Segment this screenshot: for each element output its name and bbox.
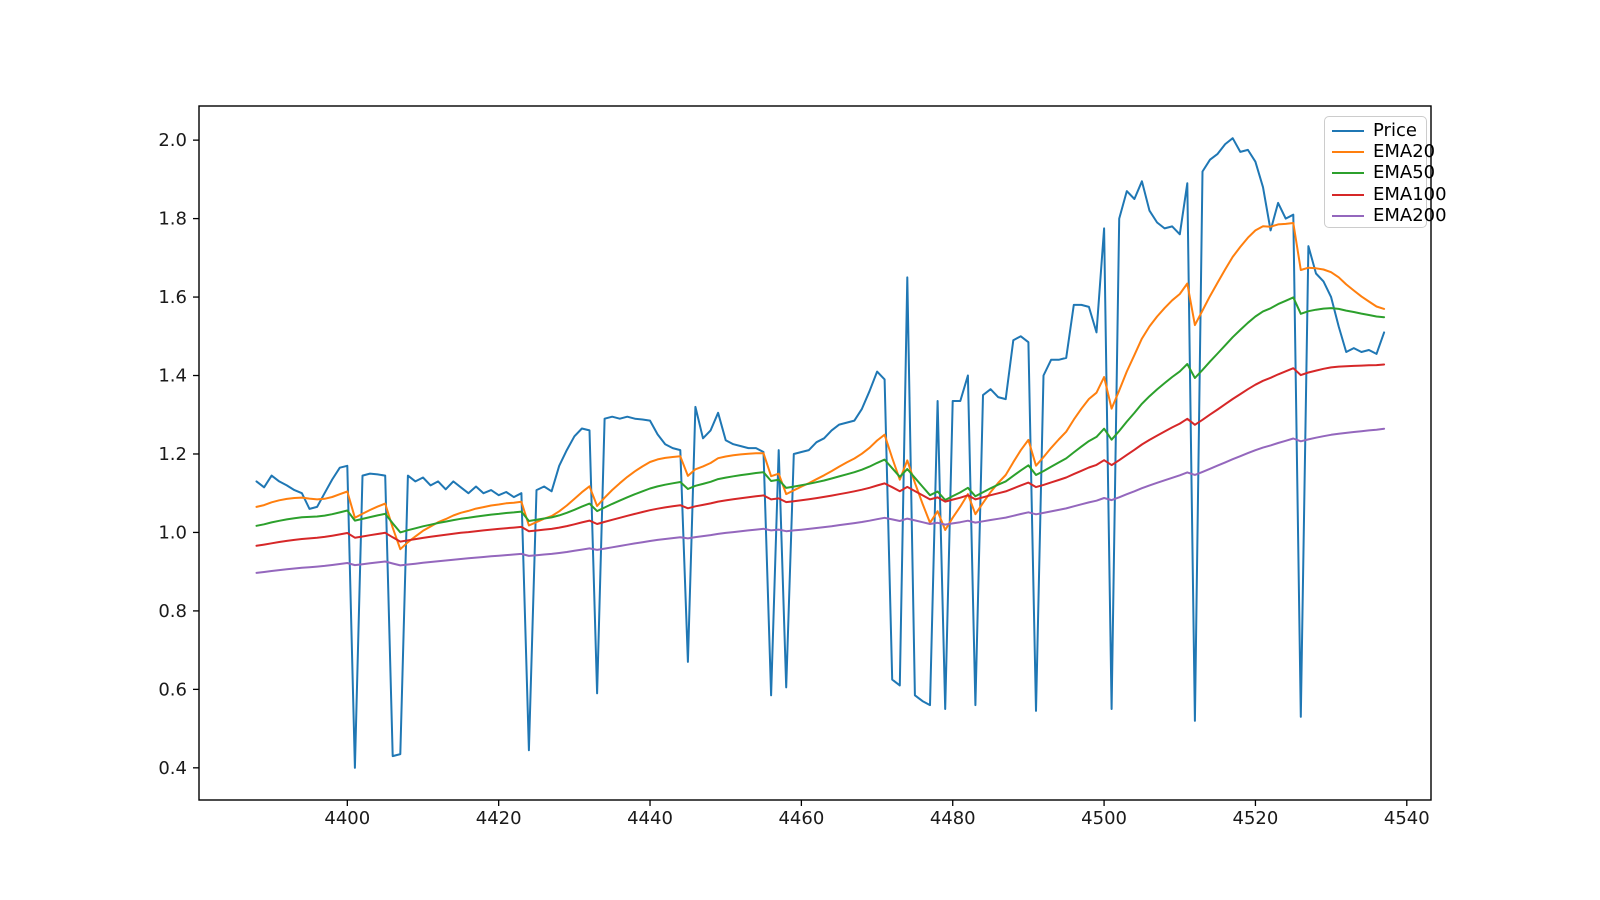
legend-item-label: EMA100 xyxy=(1373,183,1447,205)
legend-item-label: EMA50 xyxy=(1373,162,1436,184)
legend-line-sample-icon xyxy=(1332,215,1364,218)
y-tick-label: 1.4 xyxy=(158,366,187,387)
series-line-ema100 xyxy=(255,363,1386,547)
y-tick-label: 1.0 xyxy=(158,522,187,543)
y-tick-label: 1.6 xyxy=(158,287,187,308)
legend-item-ema20: EMA20 xyxy=(1332,141,1435,162)
legend-line-sample-icon xyxy=(1332,151,1364,154)
legend-line-sample-icon xyxy=(1332,193,1364,196)
y-tick-label: 1.8 xyxy=(158,209,187,230)
y-tick-label: 2.0 xyxy=(158,130,187,151)
legend-line-sample-icon xyxy=(1332,129,1364,132)
legend: Price EMA20 EMA50 EMA100 EMA200 xyxy=(1324,116,1447,228)
x-tick-label: 4420 xyxy=(476,808,522,829)
legend-item-label: Price xyxy=(1373,119,1417,141)
x-tick-label: 4540 xyxy=(1384,808,1430,829)
series-line-ema200 xyxy=(255,427,1386,574)
x-tick-label: 4480 xyxy=(930,808,976,829)
legend-line-sample-icon xyxy=(1332,172,1364,175)
legend-item-label: EMA20 xyxy=(1373,141,1436,163)
legend-item-label: EMA200 xyxy=(1373,205,1447,227)
series-line-price xyxy=(255,137,1386,769)
y-tick-label: 0.6 xyxy=(158,679,187,700)
legend-item-ema50: EMA50 xyxy=(1332,163,1435,184)
y-tick-label: 0.4 xyxy=(158,758,187,779)
legend-item-price: Price xyxy=(1332,120,1426,141)
x-tick-label: 4440 xyxy=(627,808,673,829)
series-line-ema50 xyxy=(255,296,1386,534)
y-tick-label: 0.8 xyxy=(158,601,187,622)
x-tick-label: 4520 xyxy=(1233,808,1279,829)
series-line-ema20 xyxy=(255,222,1386,551)
x-tick-label: 4460 xyxy=(778,808,824,829)
legend-item-ema200: EMA200 xyxy=(1332,206,1447,227)
axes-frame xyxy=(198,105,1432,801)
x-tick-label: 4500 xyxy=(1081,808,1127,829)
x-tick-label: 4400 xyxy=(324,808,370,829)
legend-item-ema100: EMA100 xyxy=(1332,184,1447,205)
y-tick-label: 1.2 xyxy=(158,444,187,465)
